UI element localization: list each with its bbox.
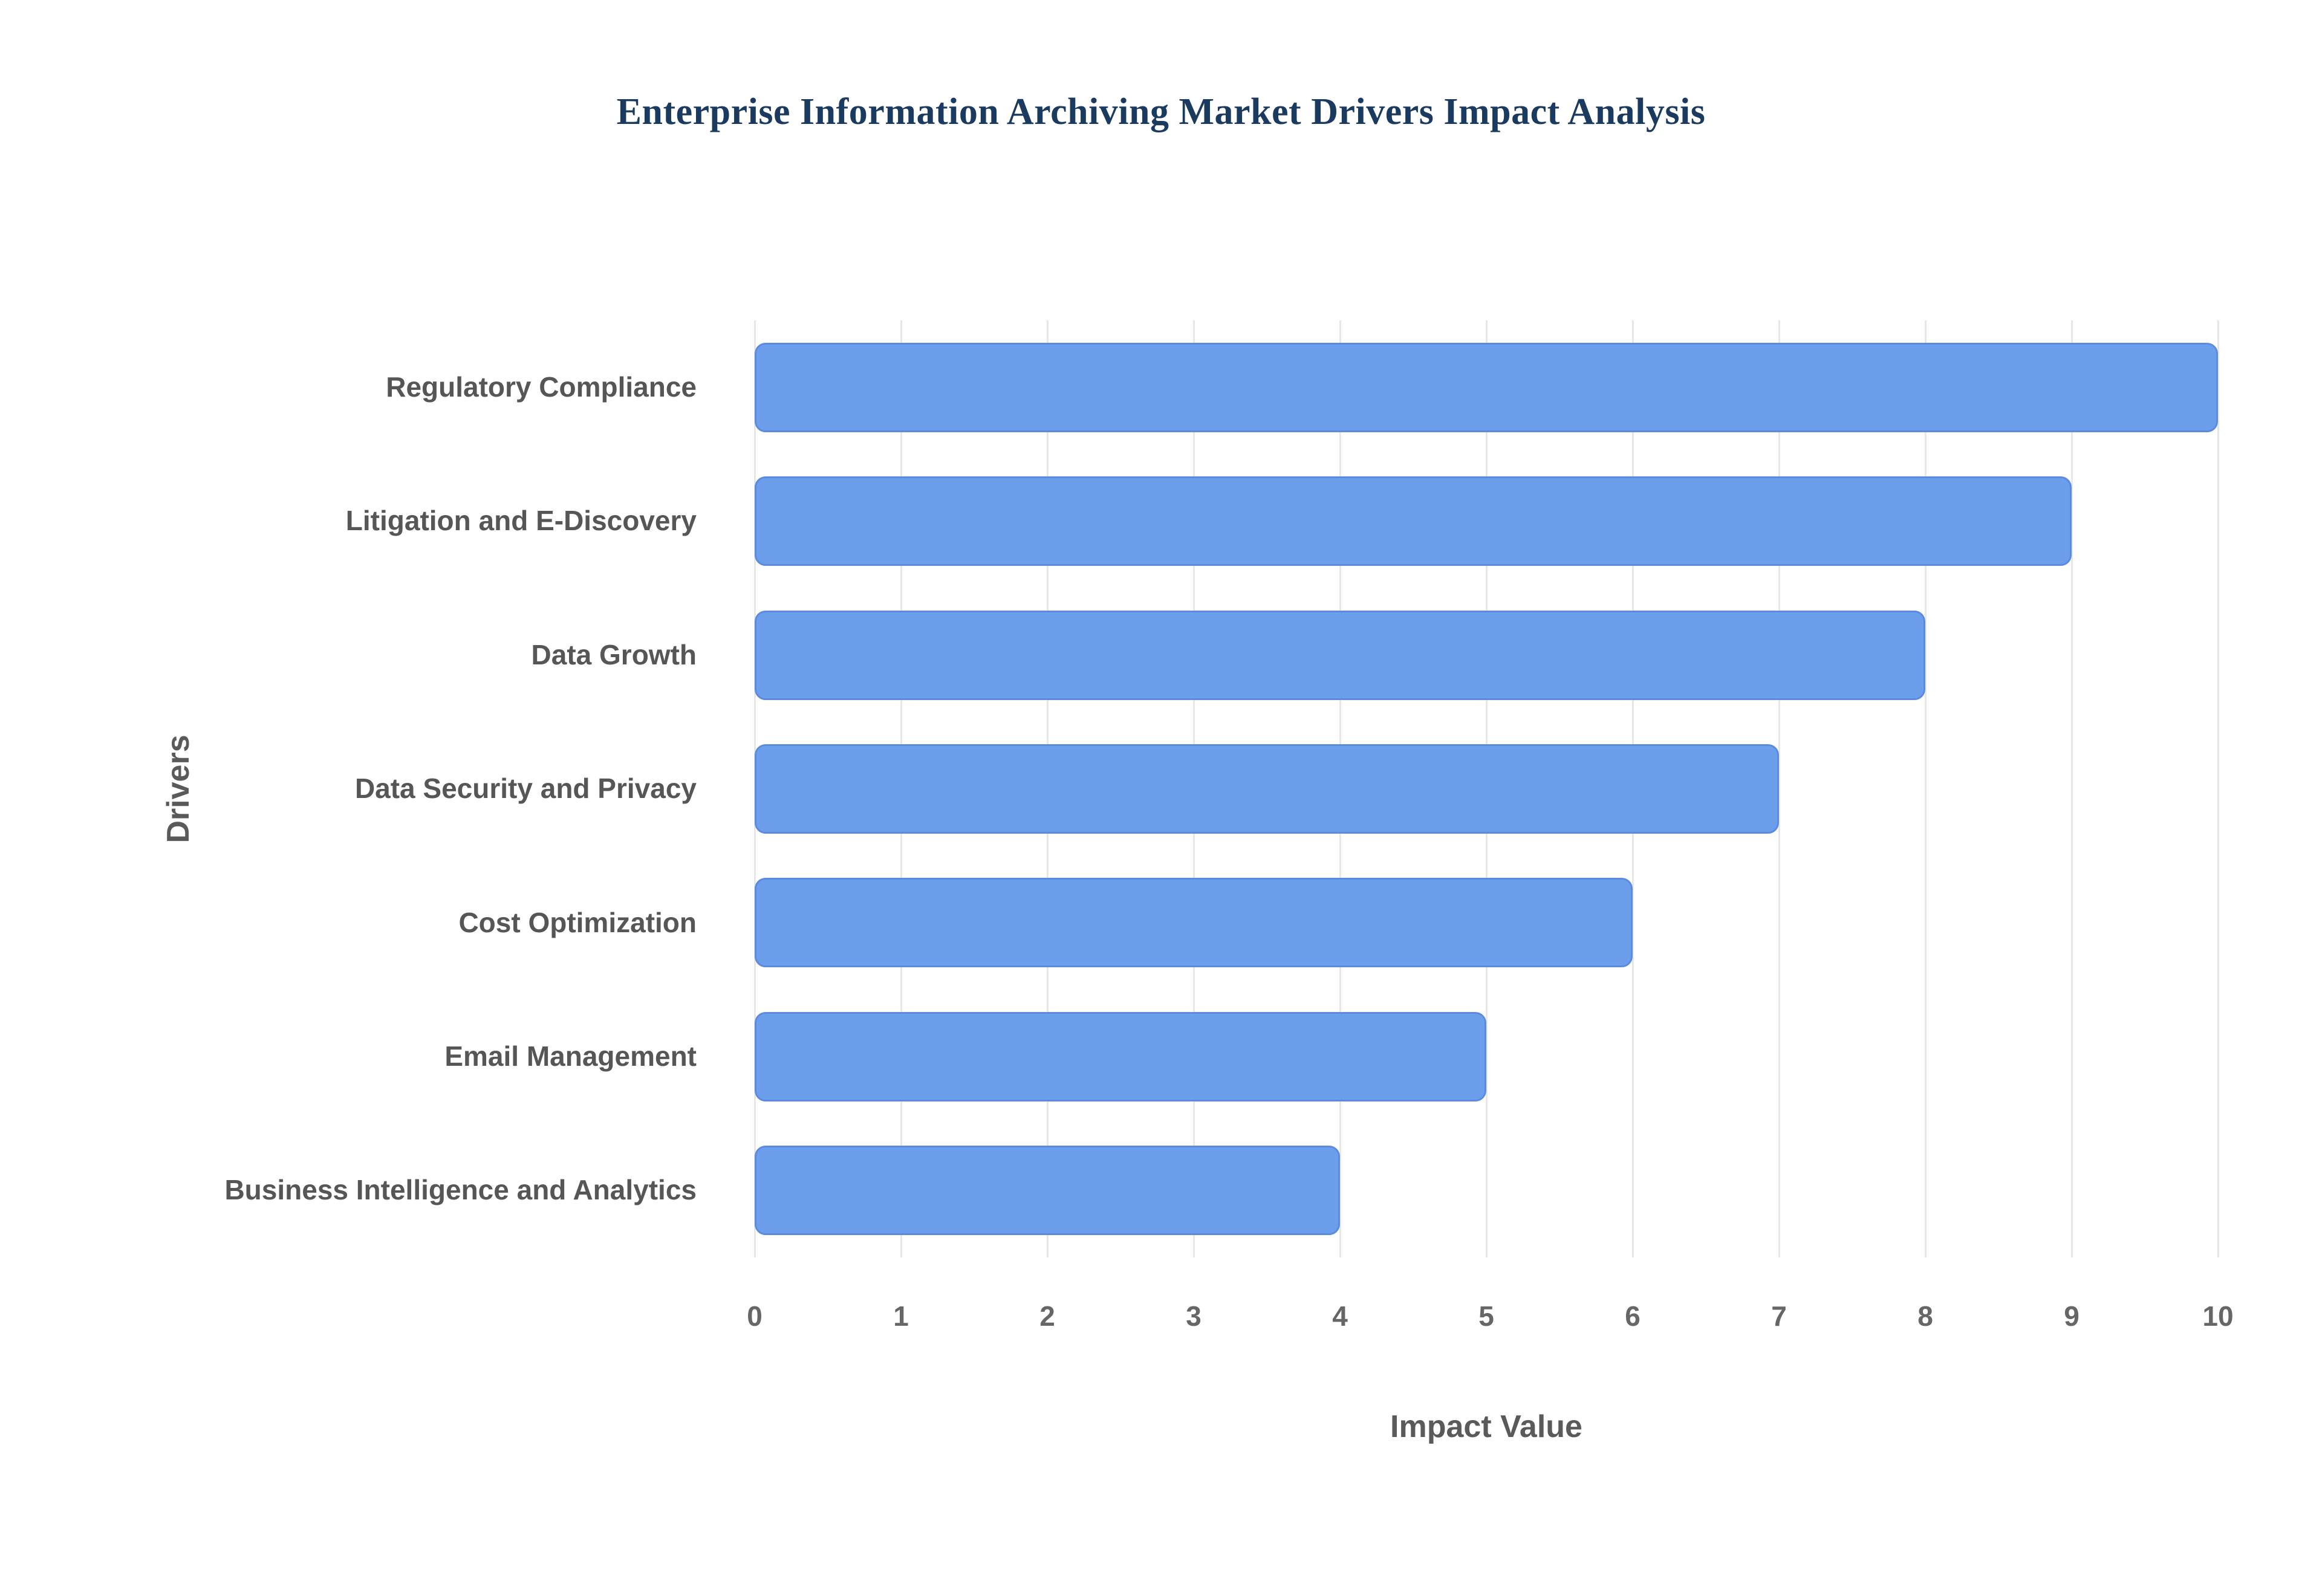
plot-area: [754, 320, 2219, 1257]
category-label: Regulatory Compliance: [386, 371, 697, 403]
x-tick-label: 0: [747, 1300, 763, 1332]
x-tick-label: 8: [1917, 1300, 1933, 1332]
bar: [755, 343, 2218, 432]
x-tick-label: 9: [2064, 1300, 2080, 1332]
x-tick-label: 6: [1625, 1300, 1641, 1332]
category-label: Email Management: [444, 1040, 697, 1072]
category-label: Data Security and Privacy: [354, 773, 697, 805]
bar: [755, 1146, 1340, 1235]
chart-title: Enterprise Information Archiving Market …: [616, 91, 1706, 132]
bar: [755, 476, 2072, 566]
x-axis-tick-labels: 0 1 2 3 4 5 6 7 8 9 10: [747, 1300, 2233, 1354]
x-tick-label: 5: [1478, 1300, 1494, 1332]
gridline: [1925, 320, 1927, 1257]
x-tick-label: 4: [1332, 1300, 1348, 1332]
category-label: Data Growth: [531, 638, 697, 670]
x-tick-label: 7: [1771, 1300, 1787, 1332]
bar: [755, 878, 1633, 967]
x-tick-label: 3: [1186, 1300, 1202, 1332]
gridline: [2071, 320, 2073, 1257]
y-axis-category-labels: Regulatory Compliance Litigation and E-Di…: [181, 320, 726, 1257]
gridline: [2217, 320, 2219, 1257]
bar: [755, 611, 1925, 700]
x-tick-label: 2: [1039, 1300, 1055, 1332]
bar: [755, 744, 1779, 834]
category-label: Business Intelligence and Analytics: [224, 1174, 697, 1206]
category-label: Cost Optimization: [458, 906, 697, 938]
x-tick-label: 10: [2202, 1300, 2234, 1332]
bar: [755, 1012, 1486, 1101]
category-label: Litigation and E-Discovery: [345, 505, 697, 537]
x-axis-title: Impact Value: [1390, 1409, 1582, 1444]
x-tick-label: 1: [893, 1300, 909, 1332]
gridline: [1778, 320, 1780, 1257]
